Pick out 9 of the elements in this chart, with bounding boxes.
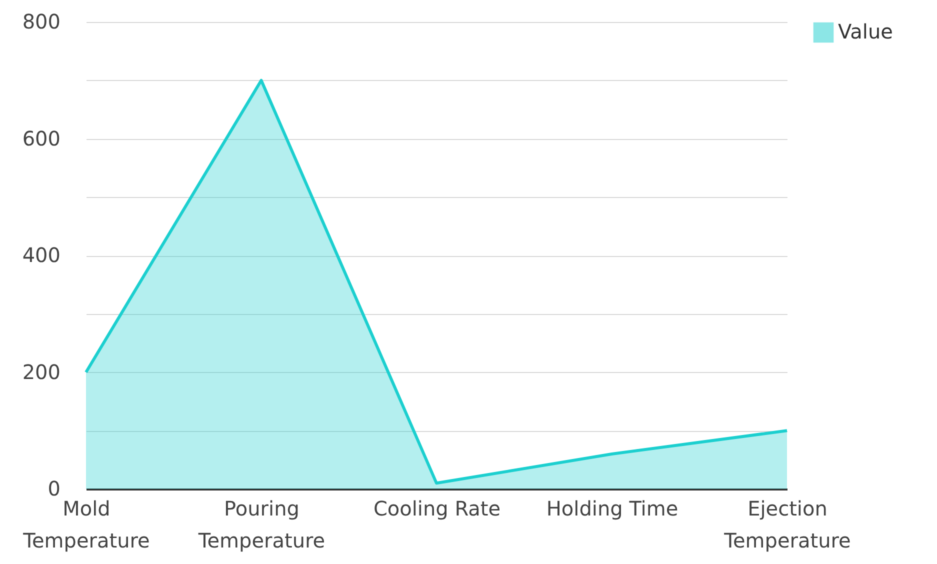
x-tick-label: Pouring Temperature bbox=[197, 496, 326, 552]
y-tick-label: 400 bbox=[22, 243, 60, 267]
x-tick-label: Cooling Rate bbox=[373, 496, 501, 520]
y-tick-label: 600 bbox=[22, 126, 60, 150]
y-tick-label: 200 bbox=[22, 360, 60, 384]
y-tick-label: 800 bbox=[22, 10, 60, 34]
x-tick-label: Ejection Temperature bbox=[723, 496, 851, 552]
legend-label: Value bbox=[838, 20, 893, 44]
x-tick-label: Holding Time bbox=[546, 496, 678, 520]
